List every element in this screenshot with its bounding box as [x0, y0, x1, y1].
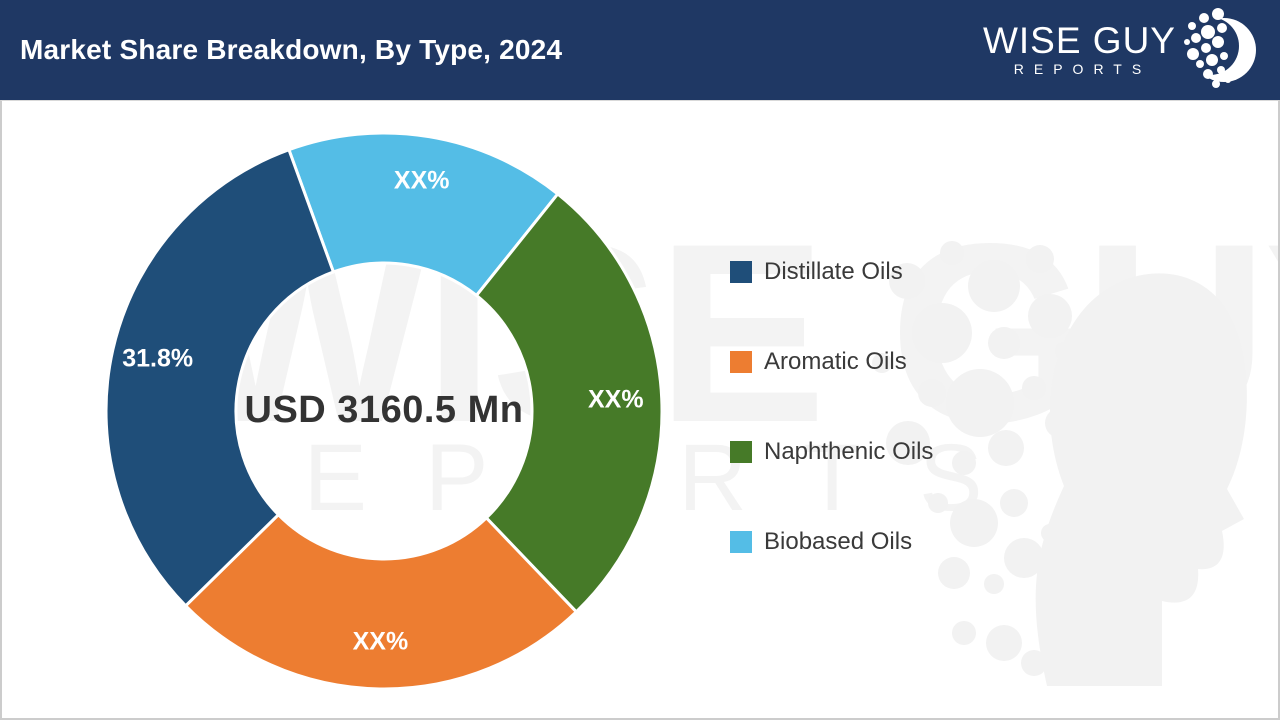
- legend-label: Distillate Oils: [764, 258, 903, 285]
- legend-item-aromatic-oils[interactable]: Aromatic Oils: [730, 347, 933, 377]
- legend-label: Biobased Oils: [764, 528, 913, 555]
- slice-label-biobased-oils: XX%: [394, 167, 450, 195]
- legend-label: Naphthenic Oils: [764, 438, 934, 465]
- legend-item-distillate-oils[interactable]: Distillate Oils: [730, 257, 933, 287]
- legend-swatch-biobased-oils: [730, 531, 752, 553]
- logo-wordmark: WISE GUY: [982, 20, 1176, 61]
- chart-area: WISE GUY REPORTS: [0, 100, 1280, 720]
- page-title: Market Share Breakdown, By Type, 2024: [20, 34, 563, 65]
- legend-item-biobased-oils[interactable]: Biobased Oils: [730, 527, 933, 557]
- slice-label-distillate-oils: 31.8%: [122, 344, 193, 372]
- logo-subtitle: REPORTS: [1013, 61, 1152, 77]
- donut-slice-naphthenic-oils[interactable]: [475, 192, 664, 614]
- donut-slice-aromatic-oils[interactable]: [184, 513, 578, 691]
- legend-swatch-aromatic-oils: [730, 351, 752, 373]
- legend-swatch-distillate-oils: [730, 261, 752, 283]
- wise-guy-logo: WISE GUY REPORTS: [983, 4, 1256, 96]
- slice-label-naphthenic-oils: XX%: [588, 385, 644, 413]
- chart-legend: Distillate Oils Aromatic Oils Naphthenic O…: [730, 257, 933, 617]
- logo-text: WISE GUY REPORTS: [983, 22, 1176, 78]
- slice-label-aromatic-oils: XX%: [353, 628, 409, 656]
- donut-slice-biobased-oils[interactable]: [287, 131, 560, 297]
- logo-head-icon: [1181, 8, 1256, 88]
- header: Market Share Breakdown, By Type, 2024 WI…: [0, 0, 1280, 100]
- legend-swatch-naphthenic-oils: [730, 441, 752, 463]
- legend-label: Aromatic Oils: [764, 348, 907, 375]
- donut-slice-distillate-oils[interactable]: [104, 148, 335, 608]
- donut-chart: XX% XX% XX% 31.8%: [104, 131, 664, 691]
- legend-item-naphthenic-oils[interactable]: Naphthenic Oils: [730, 437, 933, 467]
- chart-center-value: USD 3160.5 Mn: [244, 389, 524, 431]
